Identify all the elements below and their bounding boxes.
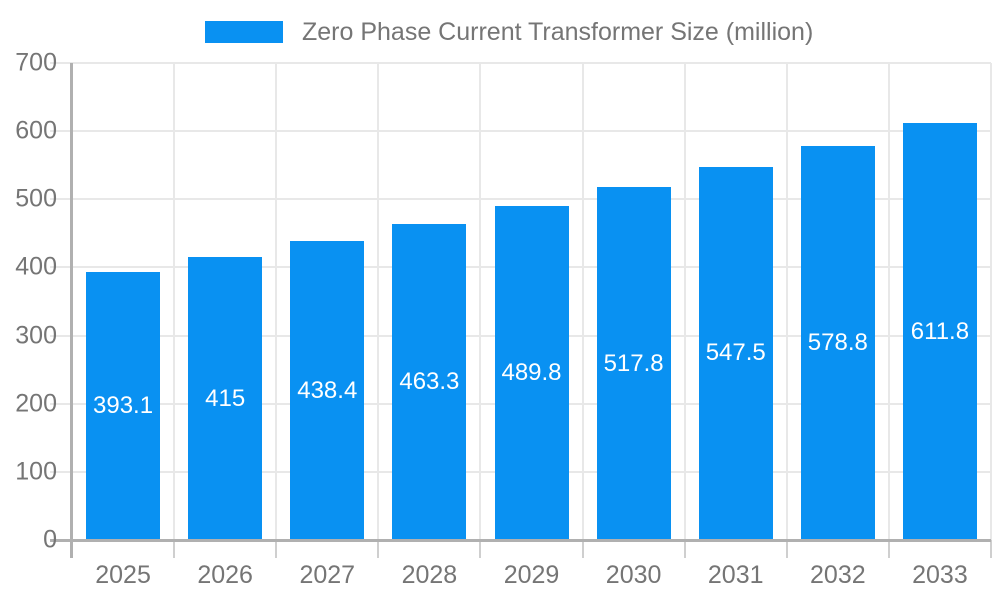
y-axis-tick-label: 300 [15, 321, 57, 350]
bar-value-label: 578.8 [807, 328, 868, 356]
y-axis-tick-label: 0 [43, 525, 57, 554]
x-axis-tick [581, 540, 584, 558]
v-gridline [479, 63, 482, 540]
x-axis-tick [990, 540, 992, 558]
x-axis-tick-label: 2025 [95, 561, 151, 589]
v-gridline [785, 63, 788, 540]
bar-2030[interactable] [596, 187, 671, 540]
x-axis-tick-label: 2030 [605, 561, 662, 589]
legend[interactable]: Zero Phase Current Transformer Size (mil… [205, 17, 814, 46]
h-gridline [50, 62, 991, 64]
v-gridline [173, 63, 176, 540]
bar-value-label: 415 [205, 384, 246, 412]
y-axis-tick-label: 400 [15, 252, 57, 281]
x-axis-tick [377, 540, 380, 558]
x-axis-tick-label: 2028 [401, 561, 458, 589]
v-gridline [683, 63, 686, 540]
bar-2033[interactable] [902, 123, 977, 540]
bar-2028[interactable] [392, 224, 467, 540]
x-axis-tick [479, 540, 482, 558]
y-axis-tick-label: 500 [15, 184, 57, 213]
y-axis-tick-label: 100 [15, 457, 57, 486]
x-axis-tick-label: 2027 [299, 561, 356, 589]
bar-2027[interactable] [290, 241, 365, 540]
h-gridline [50, 198, 991, 201]
x-axis-tick [173, 540, 176, 558]
v-gridline [990, 63, 992, 540]
y-axis-tick-label: 600 [15, 116, 57, 145]
x-axis-tick [887, 540, 890, 558]
bar-value-label: 463.3 [399, 368, 460, 396]
x-axis-tick [785, 540, 788, 558]
y-axis-line [70, 63, 73, 558]
bar-2025[interactable] [86, 272, 161, 540]
bar-2026[interactable] [188, 257, 263, 540]
x-axis-tick [683, 540, 686, 558]
legend-label: Zero Phase Current Transformer Size (mil… [302, 17, 814, 46]
bar-value-label: 611.8 [910, 317, 970, 345]
bar-value-label: 489.8 [501, 359, 562, 387]
v-gridline [887, 63, 890, 540]
y-axis-tick-label: 200 [15, 389, 57, 418]
bar-2031[interactable] [698, 166, 773, 540]
x-axis-line [50, 539, 991, 542]
x-axis-tick-label: 2033 [912, 561, 968, 589]
bar-value-label: 393.1 [93, 392, 154, 420]
h-gridline [50, 130, 991, 133]
v-gridline [275, 63, 278, 540]
x-axis-tick-label: 2031 [707, 561, 764, 589]
bar-2032[interactable] [800, 145, 875, 540]
bar-value-label: 517.8 [603, 349, 664, 377]
bar-value-label: 438.4 [297, 376, 358, 404]
x-axis-tick-label: 2026 [197, 561, 253, 589]
legend-swatch [205, 21, 283, 43]
x-axis-tick [275, 540, 278, 558]
x-axis-tick-label: 2032 [810, 561, 866, 589]
x-axis-tick-label: 2029 [503, 561, 560, 589]
bar-value-label: 547.5 [705, 339, 766, 367]
v-gridline [581, 63, 584, 540]
v-gridline [377, 63, 380, 540]
y-axis-tick-label: 700 [15, 48, 57, 77]
bar-2029[interactable] [494, 206, 569, 540]
